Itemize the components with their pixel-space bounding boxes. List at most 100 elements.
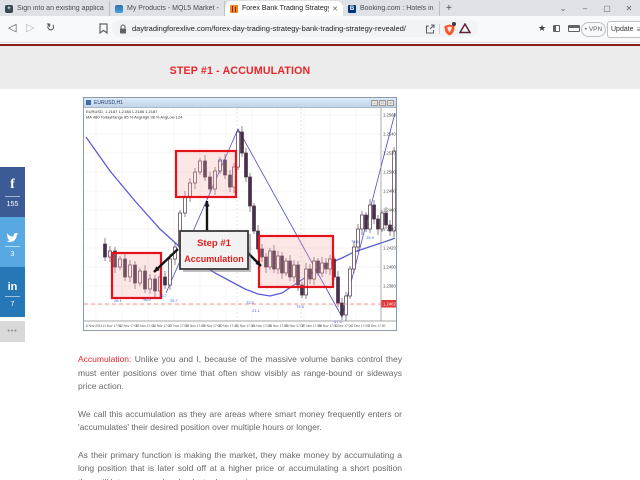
brave-shield-icon[interactable] bbox=[444, 21, 456, 35]
svg-text:1.2400: 1.2400 bbox=[383, 265, 396, 270]
heading-band bbox=[0, 46, 640, 89]
back-button[interactable]: ◁ bbox=[8, 22, 17, 34]
accumulation-lead: Accumulation: bbox=[78, 354, 132, 364]
paragraph-text: As their primary function is making the … bbox=[78, 449, 402, 480]
callout-arrowhead bbox=[204, 201, 210, 207]
minimize-button[interactable]: – bbox=[582, 3, 588, 13]
update-menu-button[interactable]: Update ≡ bbox=[607, 21, 640, 38]
menu-icon: ≡ bbox=[636, 25, 640, 34]
svg-text:24 Nov 17:00: 24 Nov 17:00 bbox=[252, 324, 271, 328]
callout-arrowhead bbox=[255, 260, 261, 266]
svg-text:73.6: 73.6 bbox=[351, 240, 358, 244]
page-content: STEP #1 - ACCUMULATION EURUSD,H1 – □ × S… bbox=[0, 43, 640, 480]
accumulation-zone-box bbox=[174, 149, 238, 199]
svg-text:25 Nov 17:00: 25 Nov 17:00 bbox=[269, 324, 288, 328]
svg-text:6 Nov 2014: 6 Nov 2014 bbox=[86, 324, 103, 328]
svg-text:11 Nov 17:00: 11 Nov 17:00 bbox=[103, 324, 122, 328]
svg-text:1.2500: 1.2500 bbox=[383, 170, 396, 175]
lock-icon bbox=[120, 23, 126, 33]
callout-arrowhead bbox=[154, 266, 160, 272]
accumulation-zone-box bbox=[257, 234, 335, 289]
split-view-icon[interactable] bbox=[553, 25, 560, 32]
svg-text:EURUSD, 1.2187 1.2188 1.2186 1: EURUSD, 1.2187 1.2188 1.2186 1.2187 bbox=[86, 109, 158, 114]
chart-plot-area: Step #1 Accumulation 26.1 96.0 56.7 25.7 73.5 2… bbox=[84, 108, 396, 329]
tab-title: Forex Bank Trading Strategy Reve bbox=[242, 5, 330, 12]
update-label: Update bbox=[611, 26, 634, 33]
social-share-sidebar: f 155 3 in 7 ••• bbox=[0, 167, 25, 342]
tab-booking[interactable]: B Booking.com : Hotels in Inverurie . Bo bbox=[343, 1, 440, 16]
svg-text:13 Nov 17:00: 13 Nov 17:00 bbox=[136, 324, 155, 328]
brave-rewards-triangle-icon[interactable] bbox=[459, 23, 471, 34]
svg-text:1.2440: 1.2440 bbox=[383, 227, 396, 232]
reload-button[interactable]: ↻ bbox=[46, 22, 56, 34]
svg-text:Step #1: Step #1 bbox=[197, 238, 232, 249]
share-icon[interactable] bbox=[425, 23, 435, 34]
svg-text:20 Nov 17:00: 20 Nov 17:00 bbox=[219, 324, 238, 328]
svg-text:12 Nov 17:00: 12 Nov 17:00 bbox=[119, 324, 138, 328]
tab-title: Sign into an existing application bbox=[17, 5, 104, 12]
divider bbox=[439, 23, 440, 34]
facebook-share-button[interactable]: f 155 bbox=[0, 167, 25, 217]
paragraph-market-making: As their primary function is making the … bbox=[78, 449, 402, 480]
tab-search-button[interactable]: ⌄ bbox=[559, 3, 567, 13]
svg-text:12.5: 12.5 bbox=[218, 159, 225, 163]
twitter-share-count: 3 bbox=[10, 251, 15, 258]
close-button[interactable]: ✕ bbox=[625, 3, 633, 13]
page-title: STEP #1 - ACCUMULATION bbox=[169, 65, 311, 77]
tab-close-icon[interactable]: ✕ bbox=[332, 5, 338, 13]
svg-text:56.7: 56.7 bbox=[159, 294, 166, 298]
svg-text:28 Nov 17:00: 28 Nov 17:00 bbox=[318, 324, 337, 328]
twitter-share-button[interactable]: 3 bbox=[0, 217, 25, 267]
url-text[interactable]: daytradingforexlive.com/forex-day-tradin… bbox=[132, 24, 406, 33]
svg-text:1.2520: 1.2520 bbox=[383, 151, 396, 156]
svg-text:21.1: 21.1 bbox=[252, 309, 259, 313]
booking-favicon-icon: B bbox=[348, 4, 356, 13]
linkedin-share-button[interactable]: in 7 bbox=[0, 267, 25, 317]
linkedin-icon: in bbox=[7, 281, 18, 293]
address-bar[interactable]: daytradingforexlive.com/forex-day-tradin… bbox=[112, 20, 478, 37]
svg-text:1.2380: 1.2380 bbox=[383, 284, 396, 289]
svg-text:73.5: 73.5 bbox=[246, 301, 253, 305]
bookmark-icon[interactable] bbox=[99, 23, 108, 34]
browser-panel-icon[interactable] bbox=[568, 25, 580, 32]
callout-arrow bbox=[153, 248, 179, 273]
divider bbox=[5, 296, 20, 297]
tab-forex-strategy-active[interactable]: Forex Bank Trading Strategy Reve ✕ bbox=[225, 1, 343, 16]
pinned-extension-icon[interactable]: ★ bbox=[538, 23, 547, 33]
more-share-button[interactable]: ••• bbox=[0, 321, 25, 342]
facebook-share-count: 155 bbox=[6, 201, 19, 208]
paragraph-text: We call this accumulation as they are ar… bbox=[78, 408, 402, 433]
step1-accumulation-callout bbox=[179, 230, 249, 270]
chart-close-button: × bbox=[387, 99, 394, 106]
tab-mql5-market[interactable]: My Products - MQL5 Market - Page 1 bbox=[110, 1, 225, 16]
svg-text:Accumulation: Accumulation bbox=[184, 254, 244, 264]
svg-text:27 Nov 17:00: 27 Nov 17:00 bbox=[302, 324, 321, 328]
current-price-tag bbox=[381, 300, 396, 308]
tab-title: Booking.com : Hotels in Inverurie . Bo bbox=[360, 5, 434, 12]
svg-text:25.7: 25.7 bbox=[170, 299, 177, 303]
chart-window-titlebar: EURUSD,H1 – □ × bbox=[84, 98, 396, 108]
candlestick-chart: Step #1 Accumulation 26.1 96.0 56.7 25.7 73.5 2… bbox=[84, 108, 396, 329]
forex-chart-favicon-icon bbox=[230, 4, 238, 13]
vpn-button[interactable]: • VPN bbox=[581, 22, 606, 37]
tab-title: My Products - MQL5 Market - Page 1 bbox=[127, 5, 219, 12]
paragraph-accumulation: Accumulation: Unlike you and I, because … bbox=[78, 353, 402, 394]
divider bbox=[5, 246, 20, 247]
chart-minimize-button: – bbox=[371, 99, 378, 106]
forex-chart-image: EURUSD,H1 – □ × Step #1 Accumulation 26.1 9… bbox=[83, 97, 397, 331]
paragraph-smart-money: We call this accumulation as they are ar… bbox=[78, 408, 402, 435]
divider bbox=[5, 196, 20, 197]
svg-text:1.2540: 1.2540 bbox=[383, 132, 396, 137]
tab-sign-in[interactable]: + Sign into an existing application bbox=[0, 1, 110, 16]
svg-text:19 Nov 17:00: 19 Nov 17:00 bbox=[202, 324, 221, 328]
svg-text:47.3: 47.3 bbox=[334, 320, 341, 324]
maximize-button[interactable]: ▢ bbox=[603, 3, 611, 13]
window-controls: ⌄ – ▢ ✕ bbox=[552, 0, 640, 16]
paragraph-text: Unlike you and I, because of the massive… bbox=[78, 354, 402, 391]
new-tab-button[interactable]: + bbox=[446, 3, 452, 14]
svg-text:3 Dec 17:00: 3 Dec 17:00 bbox=[368, 324, 385, 328]
svg-text:1.2402: 1.2402 bbox=[383, 302, 396, 307]
chart-restore-button: □ bbox=[379, 99, 386, 106]
article-body: Accumulation: Unlike you and I, because … bbox=[78, 353, 402, 480]
